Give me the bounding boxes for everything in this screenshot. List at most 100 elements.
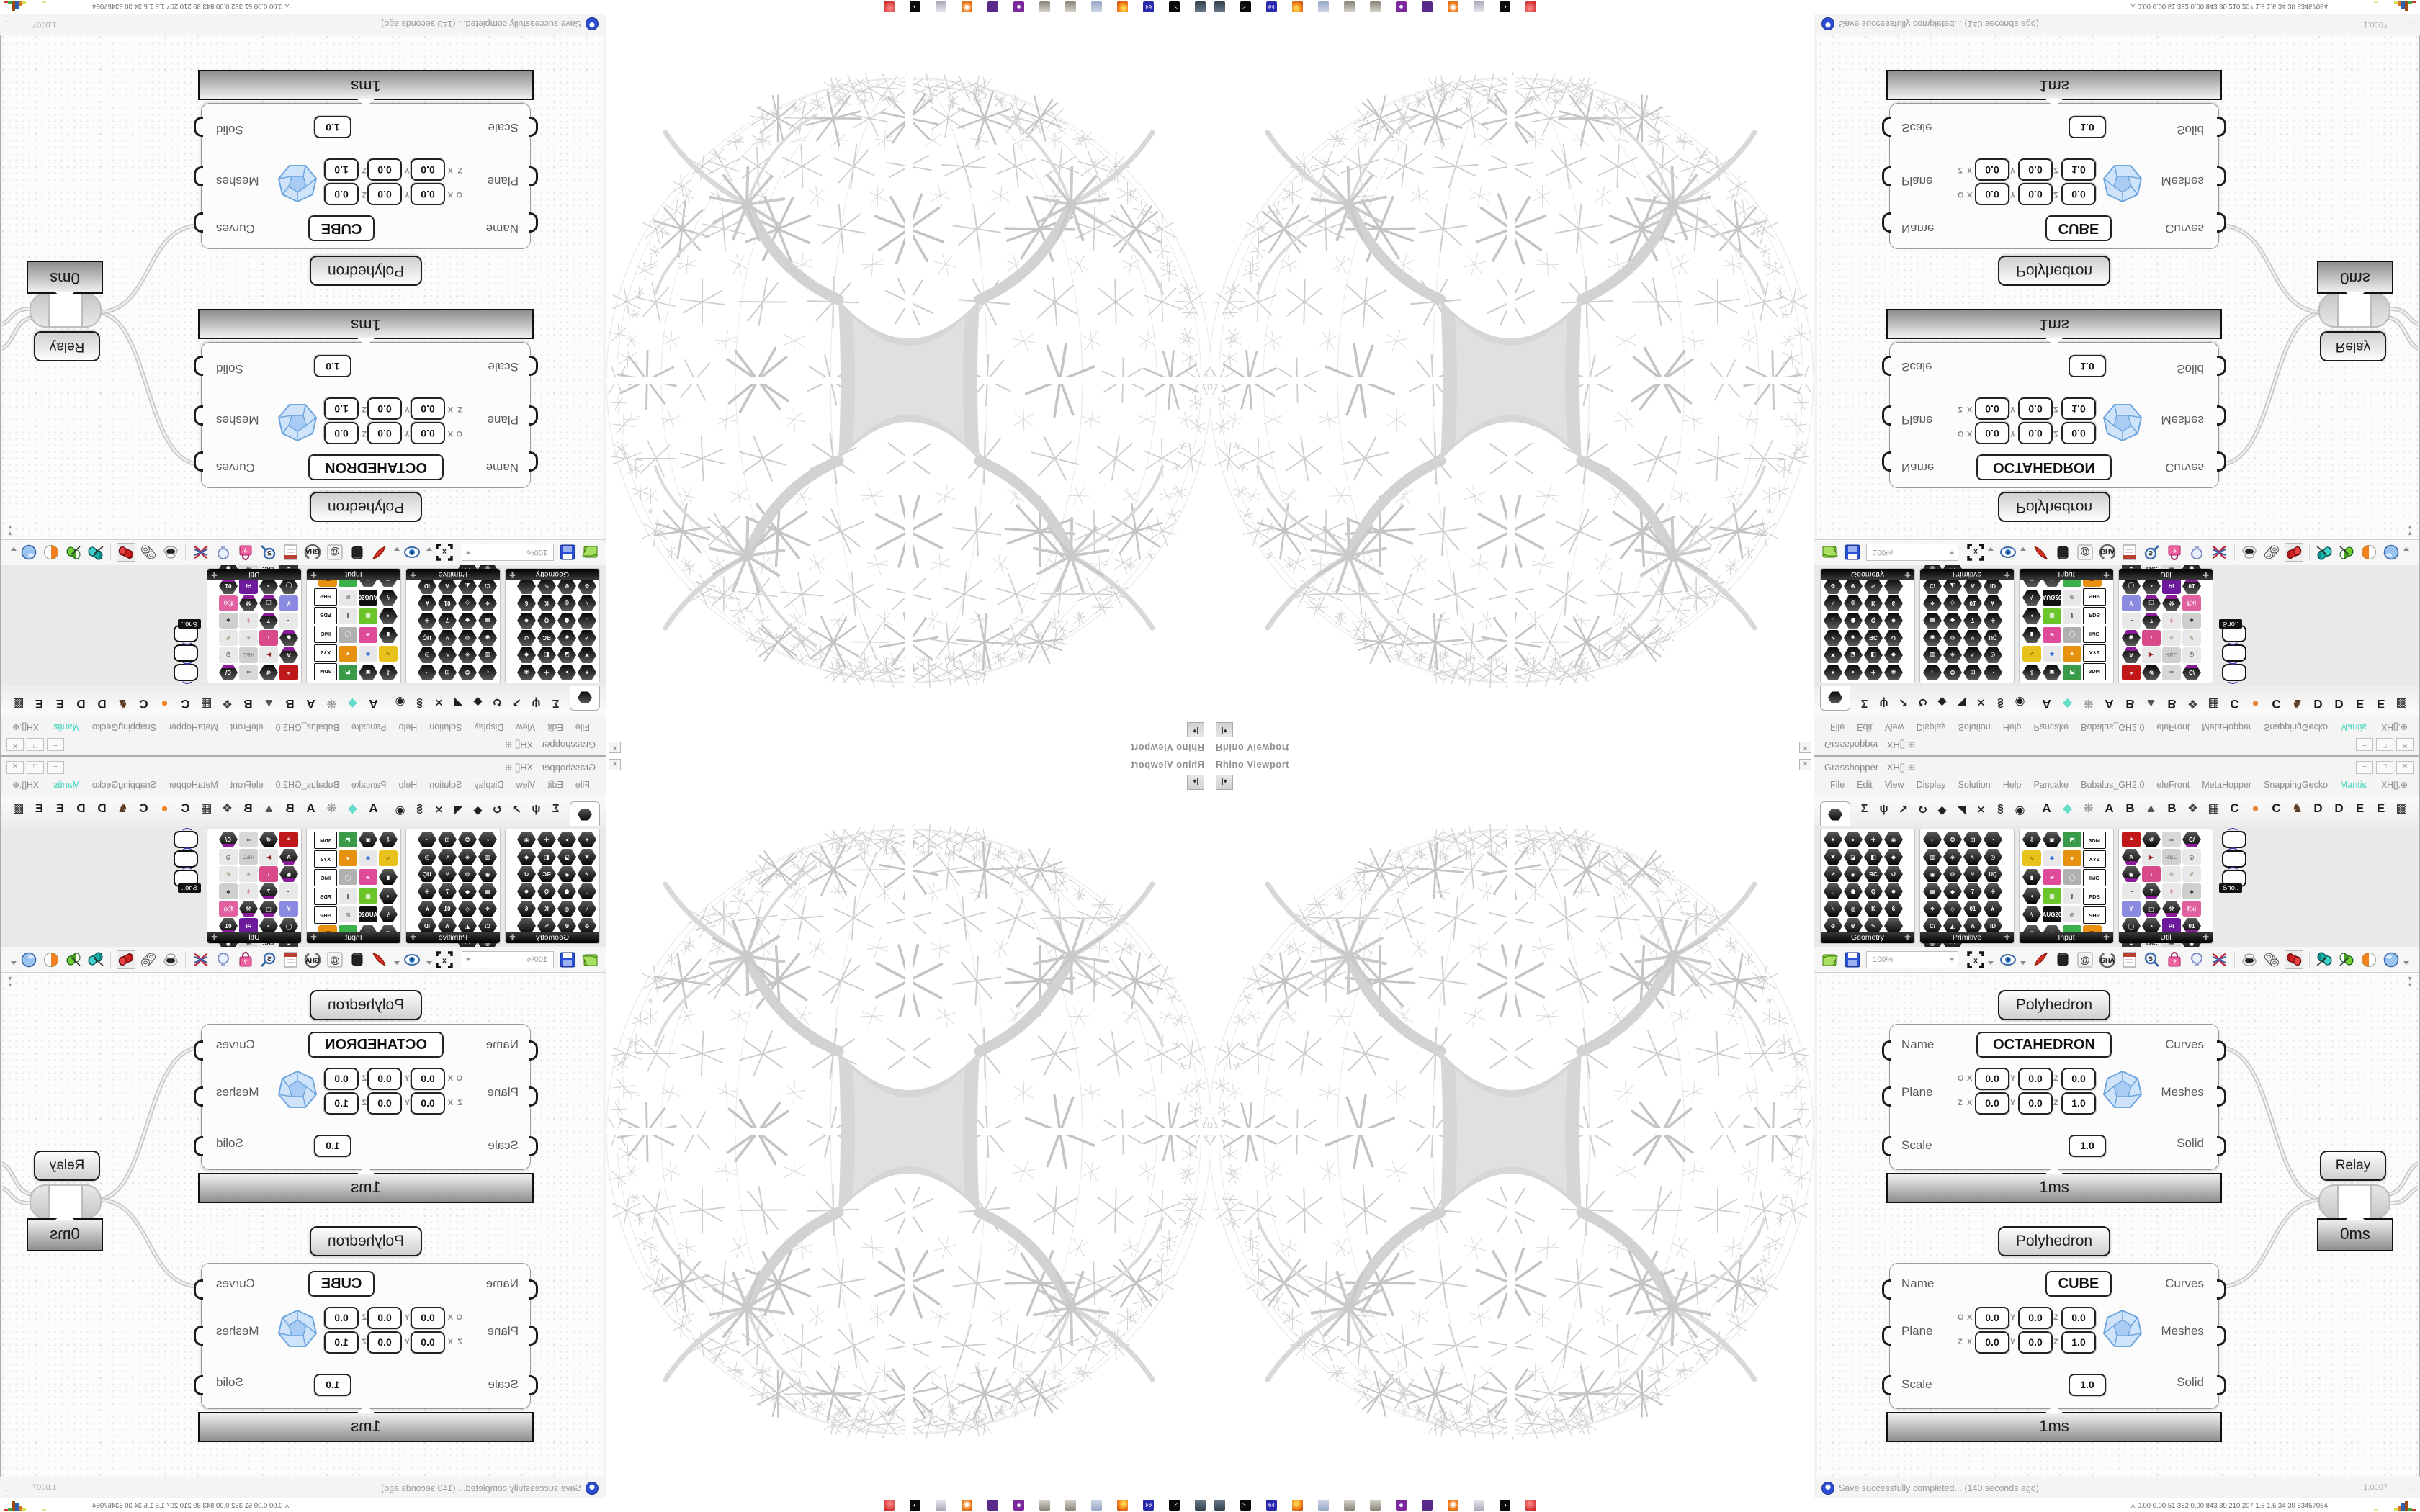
polyhedron-component-octahedron[interactable]: Name Plane Scale Curves Meshes Solid OCT… (194, 342, 538, 488)
menu-item-display[interactable]: Display (1916, 780, 1946, 790)
canvas-scroll-widget[interactable]: ▾ ▾ (2408, 523, 2412, 537)
menu-item-mantis[interactable]: Mantis (53, 722, 80, 732)
goggles-icon[interactable] (174, 828, 198, 848)
menu-item-bubalus_gh2.0[interactable]: Bubalus_GH2.0 (2081, 780, 2145, 790)
palette-icon[interactable]: ⇩ (379, 665, 398, 680)
maximize-button[interactable]: □ (27, 738, 44, 751)
plugin-tab-icon[interactable]: ❖ (2187, 697, 2199, 711)
menu-item-metahopper[interactable]: MetaHopper (2202, 722, 2252, 732)
output-port-curves[interactable] (194, 451, 203, 472)
menu-item-view[interactable]: View (1884, 780, 1904, 790)
palette-icon[interactable]: ╲ (578, 901, 596, 917)
tab-icon[interactable]: ↗ (511, 696, 522, 708)
palette-icon[interactable]: ◰ (259, 901, 278, 917)
palette-icon[interactable]: ◔ (2122, 883, 2141, 899)
plane-oz[interactable]: 0.0 (2061, 422, 2096, 444)
resize-grip[interactable]: ⋱ (2407, 1485, 2415, 1493)
taskbar-app-gimp2[interactable] (1370, 1500, 1381, 1511)
palette-icon[interactable]: ▰ (359, 627, 377, 643)
tab-icon[interactable]: Σ (1860, 697, 1868, 709)
plane-oy[interactable]: 0.0 (2018, 1068, 2053, 1090)
output-port-solid[interactable] (194, 1375, 203, 1395)
palette-icon[interactable]: ▼ (2063, 646, 2081, 662)
output-port-meshes[interactable] (2217, 1326, 2226, 1346)
component-header-polyhedron[interactable]: Polyhedron (1998, 1226, 2110, 1256)
plugin-tab-icon[interactable]: ♞ (2291, 801, 2303, 815)
palette-icon[interactable]: ♣ (219, 613, 238, 629)
palette-icon[interactable]: ◖ (379, 608, 398, 624)
palette-icon[interactable]: ϟ (379, 906, 398, 922)
cylgreen-icon[interactable] (2338, 544, 2355, 562)
palette-icon[interactable]: ✚ (1864, 832, 1883, 847)
palette-icon[interactable]: f(x) (219, 901, 238, 917)
palette-icon[interactable]: ◖ (379, 888, 398, 904)
plane-ox[interactable]: 0.0 (1975, 1068, 2009, 1090)
plugin-tab-icon[interactable]: E (2376, 801, 2385, 815)
maximize-button[interactable]: □ (27, 761, 44, 774)
close-button[interactable]: ✕ (2396, 761, 2414, 774)
palette-icon[interactable]: ⚱ (2162, 613, 2181, 629)
taskbar-app-cal64[interactable]: 64 (1143, 1500, 1154, 1511)
dropdown-caret[interactable] (394, 547, 400, 551)
taskbar-app-firefox[interactable] (1292, 1, 1303, 12)
gha-icon[interactable]: GHA (304, 951, 321, 968)
plugin-tab-icon[interactable]: D (2334, 697, 2344, 711)
plane-oz[interactable]: 0.0 (2061, 1307, 2096, 1329)
menu-item-bubalus_gh2.0[interactable]: Bubalus_GH2.0 (275, 722, 339, 732)
name-value[interactable]: OCTAHEDRON (1976, 1032, 2112, 1058)
maximize-button[interactable]: □ (2376, 738, 2393, 751)
barrel-icon[interactable] (2054, 544, 2071, 562)
taskbar-app-terminal[interactable]: >_ (1240, 1500, 1251, 1511)
plugin-tab-icon[interactable]: ❋ (2083, 801, 2094, 815)
bulb-icon[interactable] (2188, 544, 2205, 562)
menu-item-mantis[interactable]: Mantis (2340, 722, 2367, 732)
palette-label[interactable]: Primitive ✚ (1920, 932, 2014, 943)
tab-params[interactable] (1820, 801, 1850, 827)
palette-icon[interactable]: ◪ (557, 849, 576, 865)
palette-icon[interactable]: ✸ (1884, 883, 1903, 899)
output-port-meshes[interactable] (194, 166, 203, 186)
goggles-icon[interactable] (2222, 644, 2246, 665)
tab-icon[interactable]: ◆ (1937, 804, 1947, 816)
taskbar-app-moon-purple[interactable] (1422, 1, 1433, 12)
palette-icon[interactable]: ○ (1824, 883, 1842, 899)
palette-icon[interactable]: AUG20 (2043, 906, 2061, 922)
menu-item-help[interactable]: Help (398, 722, 418, 732)
mag-icon[interactable]: S (259, 951, 277, 968)
palette-icon[interactable]: ◈ (1844, 866, 1863, 882)
plane-zy[interactable]: 0.0 (2018, 397, 2053, 420)
plane-ox[interactable]: 0.0 (1975, 1307, 2009, 1329)
zoom-select[interactable]: 100% (462, 950, 554, 968)
menu-item-pancake[interactable]: Pancake (2033, 780, 2069, 790)
polyhedron-component-octahedron[interactable]: Name Plane Scale Curves Meshes Solid OCT… (1882, 1024, 2226, 1170)
palette-icon[interactable]: ϟ (379, 590, 398, 606)
palette-icon[interactable]: SHP (314, 588, 337, 606)
palette-icon[interactable]: ↺ (2142, 665, 2161, 680)
plugin-tab-icon[interactable]: ◆ (347, 801, 358, 815)
output-port-meshes[interactable] (194, 1326, 203, 1346)
palette-icon[interactable]: ✚ (537, 665, 556, 680)
plugin-tab-icon[interactable]: B (243, 801, 253, 815)
palette-icon[interactable]: ⬟ (557, 613, 576, 629)
palette-icon[interactable]: ⇨ (2162, 665, 2181, 680)
name-value[interactable]: OCTAHEDRON (308, 454, 444, 480)
palette-icon[interactable]: ◯ (279, 578, 298, 594)
palette-icon[interactable]: ⚒ (2162, 901, 2181, 917)
palette-icon[interactable]: ✐ (2182, 866, 2201, 882)
relay-component[interactable]: Relay (34, 331, 100, 361)
taskbar-app-chat-purple[interactable]: ☻ (1396, 1500, 1407, 1511)
palette-icon[interactable]: ◆ (517, 647, 536, 663)
plane-zz[interactable]: 1.0 (2061, 1331, 2096, 1354)
plugin-tab-icon[interactable]: ♞ (117, 801, 129, 815)
palette-icon[interactable]: ▮ (2022, 869, 2041, 885)
taskbar-app-firefox[interactable] (1292, 1500, 1303, 1511)
palette-icon[interactable]: ✐ (219, 630, 238, 646)
taskbar-app-contrast-bw[interactable]: ◑ (910, 1, 920, 12)
palette-icon[interactable]: ◭ (458, 578, 477, 594)
bag-icon[interactable]: ? (2166, 951, 2183, 968)
relay-component[interactable]: Relay (34, 1151, 100, 1181)
doc-flag-icon[interactable] (282, 951, 299, 968)
tab-icon[interactable]: ◥ (1957, 804, 1966, 816)
plane-zy[interactable]: 0.0 (2018, 1092, 2053, 1115)
palette-icon[interactable]: ⊞ (438, 832, 457, 847)
